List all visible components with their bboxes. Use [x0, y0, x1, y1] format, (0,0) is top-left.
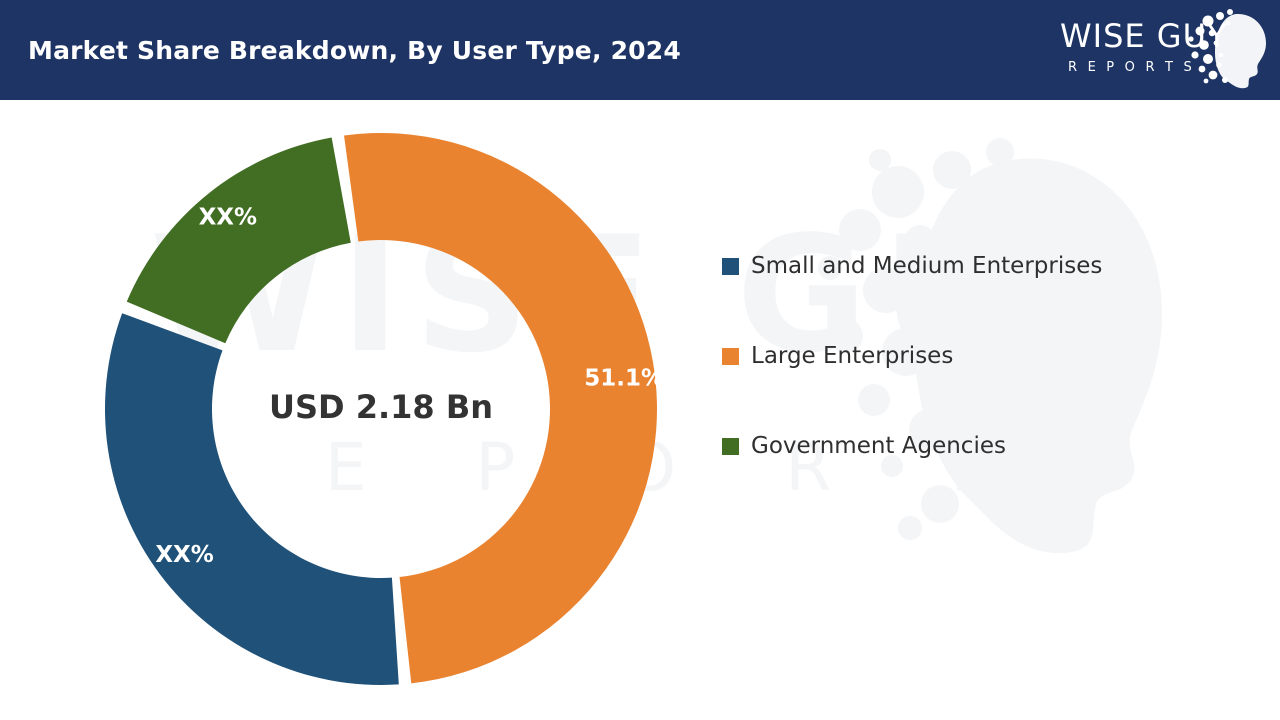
donut-center-label: USD 2.18 Bn	[269, 388, 493, 426]
donut-slices[interactable]	[104, 133, 657, 685]
legend-swatch-icon	[722, 347, 739, 365]
svg-text:WISE GUY: WISE GUY	[1060, 17, 1228, 55]
legend-item-label: Government Agencies	[751, 433, 1006, 459]
donut-slice-labels: XX% 51.1% XX%	[155, 204, 664, 568]
legend-swatch-icon	[722, 437, 739, 455]
legend-swatch-icon	[722, 257, 739, 275]
legend-item[interactable]: Government Agencies	[722, 432, 1192, 460]
donut-slice[interactable]	[344, 133, 657, 684]
wise-guy-reports-logo: WISE GUY R E P O R T S	[1058, 9, 1268, 91]
donut-chart: XX% 51.1% XX% USD 2.18 Bn	[104, 133, 664, 685]
slice-value-label: 51.1%	[584, 366, 664, 392]
slice-value-label: XX%	[199, 204, 258, 230]
legend-item-label: Large Enterprises	[751, 343, 954, 369]
legend-item[interactable]: Small and Medium Enterprises	[722, 252, 1192, 280]
plot-area: WISE GUY R E P O R T S XX% 51.1% XX% USD 2…	[0, 100, 1280, 720]
chart-legend: Small and Medium Enterprises Large Enterp…	[722, 252, 1192, 460]
legend-item-label: Small and Medium Enterprises	[751, 253, 1103, 279]
donut-slice[interactable]	[104, 313, 399, 685]
head-silhouette-icon	[1188, 9, 1266, 89]
header-bar: Market Share Breakdown, By User Type, 20…	[0, 0, 1280, 100]
donut-slice[interactable]	[126, 137, 351, 344]
legend-item[interactable]: Large Enterprises	[722, 342, 1192, 370]
svg-text:R E P O R T S: R E P O R T S	[1068, 60, 1195, 75]
page-title: Market Share Breakdown, By User Type, 20…	[28, 35, 681, 65]
slice-value-label: XX%	[155, 542, 214, 568]
